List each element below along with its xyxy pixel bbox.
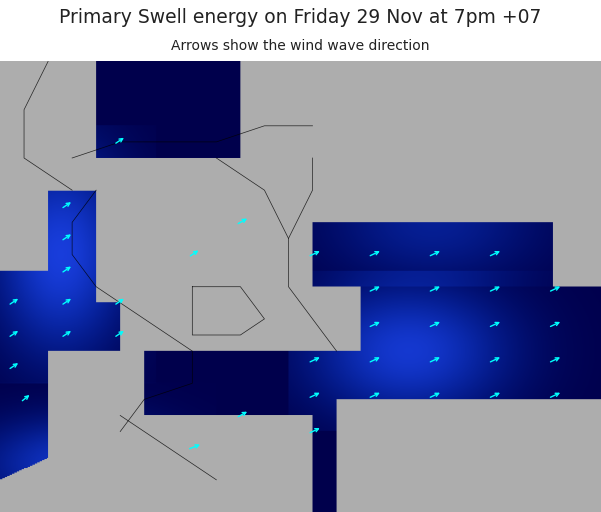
Text: Primary Swell energy on Friday 29 Nov at 7pm +07: Primary Swell energy on Friday 29 Nov at…: [59, 8, 542, 27]
Text: Arrows show the wind wave direction: Arrows show the wind wave direction: [171, 39, 430, 53]
